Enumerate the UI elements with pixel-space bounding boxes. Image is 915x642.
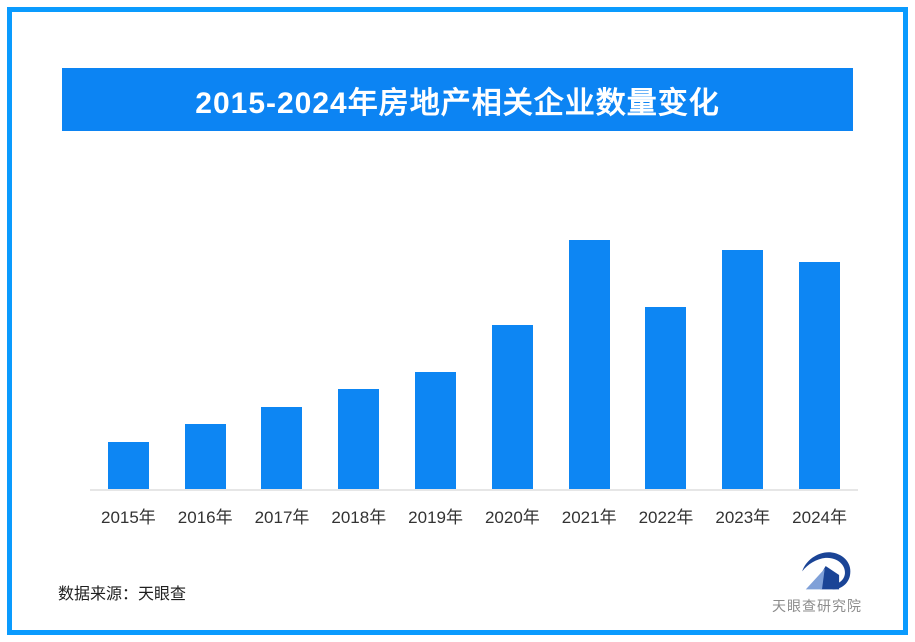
x-axis-label-2019: 2019年 <box>408 508 463 527</box>
x-axis-label-2017: 2017年 <box>254 508 310 527</box>
bar-2024 <box>799 262 841 489</box>
chart-title-banner: 2015-2024年房地产相关企业数量变化 <box>62 68 853 131</box>
page-title: 2015-2024年房地产相关企业数量变化 <box>195 86 720 120</box>
tianyancha-logo-text: 天眼查研究院 <box>772 598 862 614</box>
bar-2016 <box>184 424 226 489</box>
bar-column-2016 <box>167 240 244 489</box>
x-axis-label-2022: 2022年 <box>638 508 694 527</box>
bar-column-2022 <box>628 240 705 489</box>
bar-chart: 2015年 2016年 2017年 2018年 2019年 2020年 2021年 2022年… <box>90 240 858 528</box>
x-axis-label-2023: 2023年 <box>715 508 771 527</box>
bar-column-2019 <box>397 240 474 489</box>
bar-2015 <box>107 442 149 489</box>
x-axis-label-2021: 2021年 <box>561 508 617 527</box>
bar-2017 <box>261 407 303 489</box>
bar-column-2024 <box>781 240 858 489</box>
x-axis-label-2015: 2015年 <box>100 508 156 527</box>
bar-column-2017 <box>244 240 321 489</box>
bar-column-2015 <box>90 240 167 489</box>
x-axis-labels: 2015年 2016年 2017年 2018年 2019年 2020年 2021年 2022年… <box>90 503 858 528</box>
bar-column-2021 <box>551 240 628 489</box>
chart-plot-area <box>90 240 858 491</box>
x-axis-label-2024: 2024年 <box>792 508 847 527</box>
bar-2019 <box>415 372 457 489</box>
tianyancha-logo-icon <box>802 552 851 590</box>
bar-2021 <box>568 240 610 489</box>
x-axis-label-2016: 2016年 <box>177 508 233 527</box>
x-axis-label-2018: 2018年 <box>331 508 387 527</box>
data-source-label: 数据来源：天眼查 <box>58 586 187 603</box>
bar-2018 <box>338 389 380 489</box>
bar-2020 <box>491 325 533 489</box>
bar-column-2023 <box>704 240 781 489</box>
x-axis-label-2020: 2020年 <box>484 508 540 527</box>
bar-column-2018 <box>320 240 397 489</box>
bar-2023 <box>722 250 764 489</box>
bar-column-2020 <box>474 240 551 489</box>
bar-2022 <box>645 307 687 489</box>
